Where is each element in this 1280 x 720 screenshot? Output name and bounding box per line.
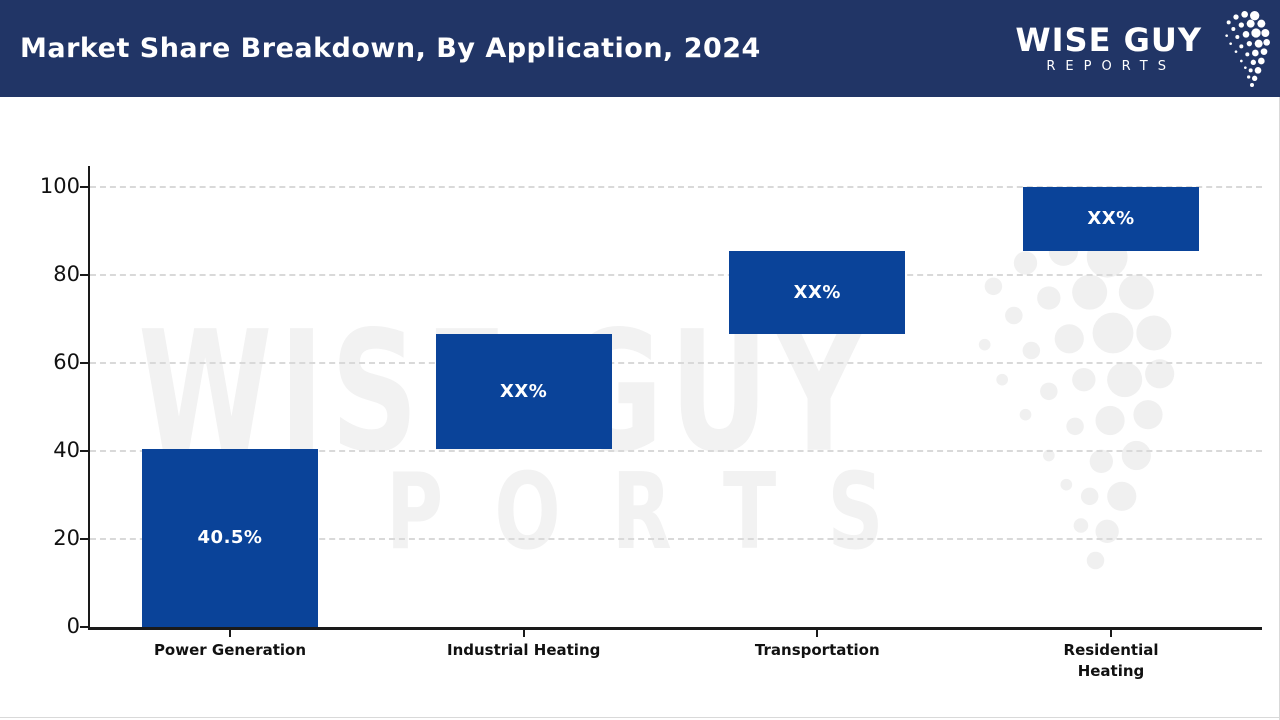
bar-value-label: XX%	[500, 381, 548, 403]
y-tick-label: 100	[39, 174, 80, 198]
y-tick-label: 60	[53, 350, 80, 374]
bar-value-label: 40.5%	[197, 527, 263, 549]
bar-power-generation: 40.5%	[142, 448, 318, 627]
gridline	[90, 274, 1262, 276]
gridline	[90, 362, 1262, 364]
y-tick-mark	[80, 538, 88, 540]
y-tick-mark	[80, 450, 88, 452]
y-tick-mark	[80, 274, 88, 276]
x-tick-mark	[816, 630, 819, 637]
x-tick-mark	[229, 630, 231, 637]
gridline	[90, 450, 1262, 452]
bar-value-label: XX%	[793, 282, 841, 304]
logo-text: WISE GUY REPORTS	[1015, 20, 1202, 75]
y-tick-label: 0	[66, 614, 80, 638]
x-axis-label: Power Generation	[153, 641, 307, 659]
gridline	[90, 186, 1262, 188]
gridline	[90, 538, 1262, 540]
chart-title: Market Share Breakdown, By Application, …	[20, 33, 761, 64]
logo-reports-text: REPORTS	[1046, 59, 1176, 75]
x-axis-line	[88, 627, 1262, 630]
logo-head-icon	[1206, 9, 1274, 89]
y-tick-mark	[80, 186, 88, 188]
header-bar: Market Share Breakdown, By Application, …	[0, 0, 1280, 97]
y-tick-label: 80	[53, 262, 80, 286]
y-tick-label: 40	[53, 438, 80, 462]
x-axis-label: Residential Heating	[1063, 641, 1159, 680]
y-tick-mark	[80, 626, 88, 628]
x-axis-label: Industrial Heating	[446, 641, 601, 659]
y-tick-mark	[80, 362, 88, 364]
y-axis-line	[88, 166, 90, 629]
x-tick-mark	[1110, 630, 1112, 637]
bar-industrial-heating: XX%	[435, 334, 612, 449]
y-tick-label: 20	[53, 526, 80, 550]
bottom-edge-line	[0, 717, 1280, 718]
wiseguy-logo: WISE GUY REPORTS	[1015, 4, 1274, 94]
bar-value-label: XX%	[1087, 208, 1135, 230]
logo-wiseguy-text: WISE GUY	[1015, 20, 1202, 59]
x-axis-label: Transportation	[754, 641, 880, 659]
bar-residential-heating: XX%	[1023, 187, 1199, 251]
bar-transportation: XX%	[729, 250, 906, 335]
x-tick-mark	[522, 630, 525, 637]
